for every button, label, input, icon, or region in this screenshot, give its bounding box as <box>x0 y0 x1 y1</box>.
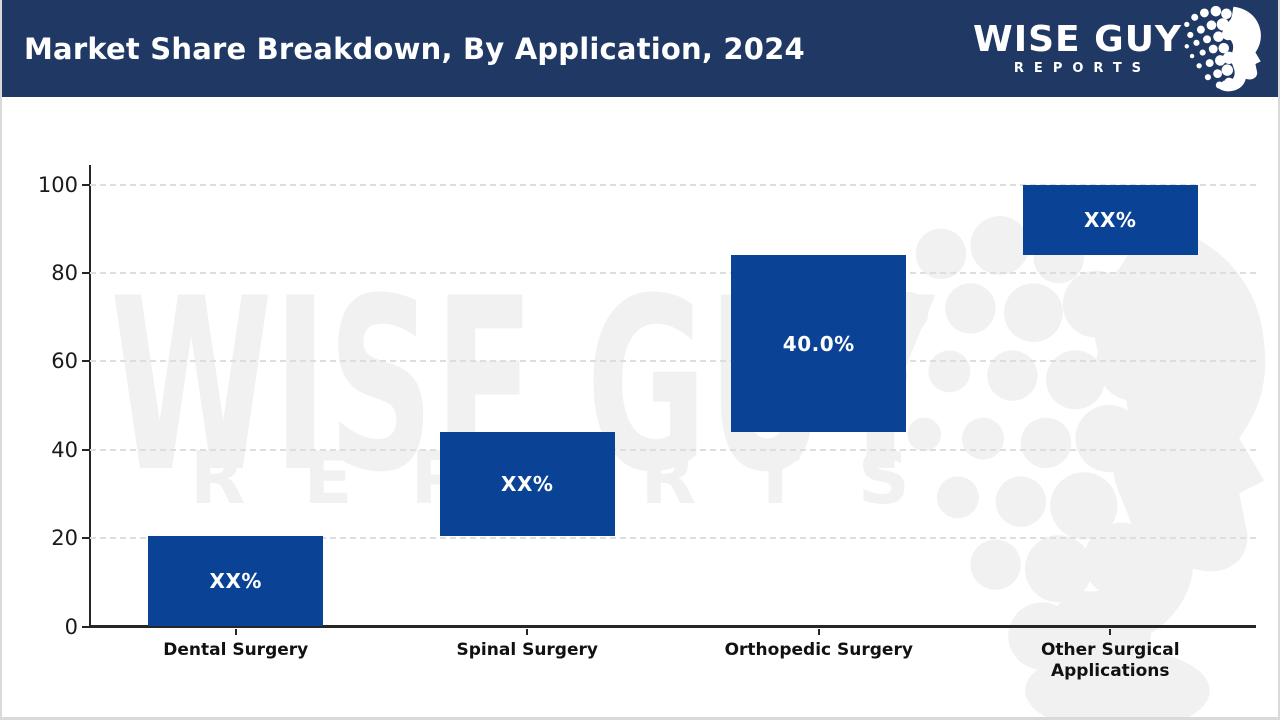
y-tick-label-20: 20 <box>51 526 78 551</box>
x-category-label-1: Spinal Surgery <box>456 639 598 660</box>
y-tick-60 <box>82 360 90 363</box>
y-tick-40 <box>82 448 90 451</box>
y-axis-line <box>89 165 91 627</box>
y-tick-100 <box>82 183 90 186</box>
x-tick-3 <box>1109 628 1112 635</box>
x-axis-line <box>89 625 1256 628</box>
x-tick-0 <box>234 628 237 635</box>
y-tick-80 <box>82 271 90 274</box>
x-tick-2 <box>817 628 820 635</box>
gridline-60 <box>90 360 1256 363</box>
y-tick-label-40: 40 <box>51 437 78 462</box>
y-tick-label-60: 60 <box>51 349 78 374</box>
wise-guy-reports-logo: WISE GUY REPORTS <box>973 0 1268 97</box>
bar-value-label: XX% <box>501 471 554 496</box>
gridline-80 <box>90 271 1256 274</box>
y-tick-label-80: 80 <box>51 260 78 285</box>
y-tick-0 <box>82 625 90 628</box>
bar-value-label: XX% <box>209 569 262 594</box>
y-tick-label-100: 100 <box>37 172 78 197</box>
y-tick-20 <box>82 537 90 540</box>
page-title: Market Share Breakdown, By Application, … <box>24 31 805 66</box>
x-category-label-0: Dental Surgery <box>163 639 309 660</box>
dotted-head-icon <box>1184 5 1261 91</box>
bar-dental-surgery: XX% <box>148 535 324 627</box>
gridline-100 <box>90 183 1256 186</box>
bar-spinal-surgery: XX% <box>439 432 615 536</box>
header-bar: Market Share Breakdown, By Application, … <box>2 0 1278 97</box>
bar-value-label: 40.0% <box>782 331 855 356</box>
bar-orthopedic-surgery: 40.0% <box>731 255 907 433</box>
gridline-20 <box>90 537 1256 540</box>
x-category-label-3: Other Surgical Applications <box>1040 639 1180 681</box>
logo-brand-subtitle: REPORTS <box>1013 61 1152 76</box>
x-tick-1 <box>526 628 529 635</box>
logo-wordmark: WISE GUY REPORTS <box>972 19 1182 76</box>
bar-value-label: XX% <box>1084 207 1137 232</box>
gridline-40 <box>90 448 1256 451</box>
x-category-label-2: Orthopedic Surgery <box>724 639 913 660</box>
logo-brand-name: WISE GUY <box>972 19 1182 60</box>
y-tick-label-0: 0 <box>64 614 78 639</box>
market-share-chart: 0 20 40 60 80 100 XX% Dental Surgery XX% Spinal S… <box>2 97 1278 717</box>
bar-other-surgical-applications: XX% <box>1022 184 1198 256</box>
